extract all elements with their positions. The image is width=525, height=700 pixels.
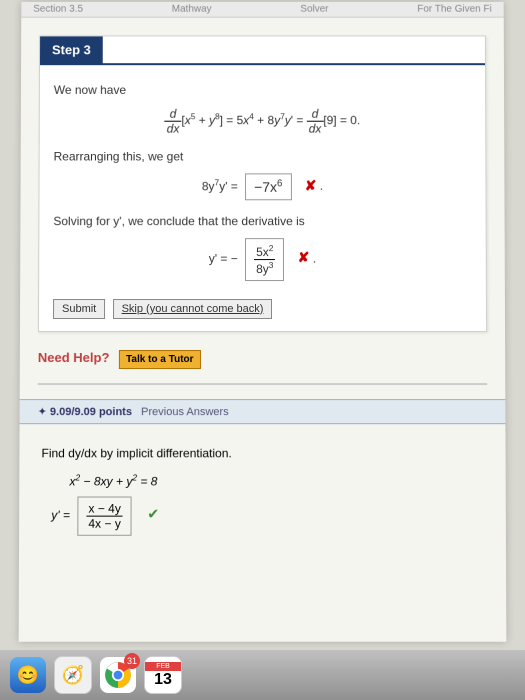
step-content: We now have ddx[x5 + y8] = 5x4 + 8y7y' =… bbox=[39, 65, 486, 330]
period-2: . bbox=[313, 251, 316, 265]
q2-answer-row: y' = x − 4y 4x − y ✔ bbox=[51, 496, 484, 535]
q2-equation: x2 − 8xy + y2 = 8 bbox=[69, 472, 483, 488]
q2-lhs: y' = bbox=[51, 508, 70, 522]
step-bar: Step 3 bbox=[40, 36, 485, 65]
equation-2: 8y7y' = −7x6 ✘ . bbox=[53, 173, 471, 200]
q2-num: x − 4y bbox=[86, 501, 123, 516]
button-row: Submit Skip (you cannot come back) bbox=[53, 299, 472, 319]
tab-solver[interactable]: Solver bbox=[296, 4, 332, 15]
safari-icon[interactable]: 🧭 bbox=[54, 656, 92, 694]
period: . bbox=[320, 179, 323, 193]
calendar-icon[interactable]: FEB 13 bbox=[144, 656, 182, 694]
answer-box-2[interactable]: 5x2 8y3 bbox=[245, 238, 284, 281]
talk-to-tutor-button[interactable]: Talk to a Tutor bbox=[119, 350, 201, 369]
step-card: Step 3 We now have ddx[x5 + y8] = 5x4 + … bbox=[38, 35, 487, 331]
separator bbox=[38, 383, 488, 385]
check-icon: ✔ bbox=[147, 506, 159, 522]
wrong-icon-2: ✘ bbox=[298, 249, 310, 265]
tab-left[interactable]: Section 3.5 bbox=[29, 4, 87, 15]
tab-mid[interactable]: Mathway bbox=[168, 4, 216, 15]
previous-answers-link[interactable]: Previous Answers bbox=[141, 406, 229, 418]
submit-button[interactable]: Submit bbox=[53, 299, 105, 319]
chrome-icon[interactable]: 31 bbox=[100, 657, 136, 693]
question-2: Find dy/dx by implicit differentiation. … bbox=[19, 424, 506, 546]
eq3-den: 8y3 bbox=[254, 260, 275, 276]
points-text: 9.09/9.09 points bbox=[50, 406, 132, 418]
calendar-month: FEB bbox=[145, 662, 181, 671]
macos-dock: 😊 🧭 31 FEB 13 bbox=[0, 650, 525, 700]
equation-1: ddx[x5 + y8] = 5x4 + 8y7y' = ddx[9] = 0. bbox=[54, 107, 472, 136]
calendar-day: 13 bbox=[154, 671, 172, 689]
skip-button[interactable]: Skip (you cannot come back) bbox=[113, 299, 273, 319]
q2-prompt: Find dy/dx by implicit differentiation. bbox=[41, 446, 483, 460]
equation-3: y' = − 5x2 8y3 ✘ . bbox=[53, 238, 472, 281]
answer-box-1[interactable]: −7x6 bbox=[245, 173, 291, 200]
tab-right[interactable]: For The Given Fi bbox=[413, 4, 495, 15]
browser-tabs: Section 3.5 Mathway Solver For The Given… bbox=[21, 2, 503, 18]
step-label: Step 3 bbox=[40, 36, 103, 63]
finder-icon[interactable]: 😊 bbox=[10, 657, 46, 693]
q2-den: 4x − y bbox=[86, 516, 123, 530]
eq3-lhs: y' = − bbox=[209, 251, 238, 265]
line-rearranging: Rearranging this, we get bbox=[54, 150, 472, 164]
app-window: Section 3.5 Mathway Solver For The Given… bbox=[19, 2, 507, 642]
eq2-lhs: 8y7y' = bbox=[202, 179, 238, 193]
chrome-badge: 31 bbox=[124, 653, 140, 669]
wrong-icon: ✘ bbox=[305, 177, 317, 193]
line-solving: Solving for y', we conclude that the der… bbox=[53, 214, 471, 228]
eq3-num: 5x2 bbox=[254, 243, 275, 260]
need-help-row: Need Help? Talk to a Tutor bbox=[38, 350, 487, 369]
line-we-now-have: We now have bbox=[54, 83, 471, 97]
q2-answer-box[interactable]: x − 4y 4x − y bbox=[77, 496, 132, 535]
points-bar: ✦ 9.09/9.09 points Previous Answers bbox=[20, 399, 506, 424]
need-help-label: Need Help? bbox=[38, 350, 110, 365]
